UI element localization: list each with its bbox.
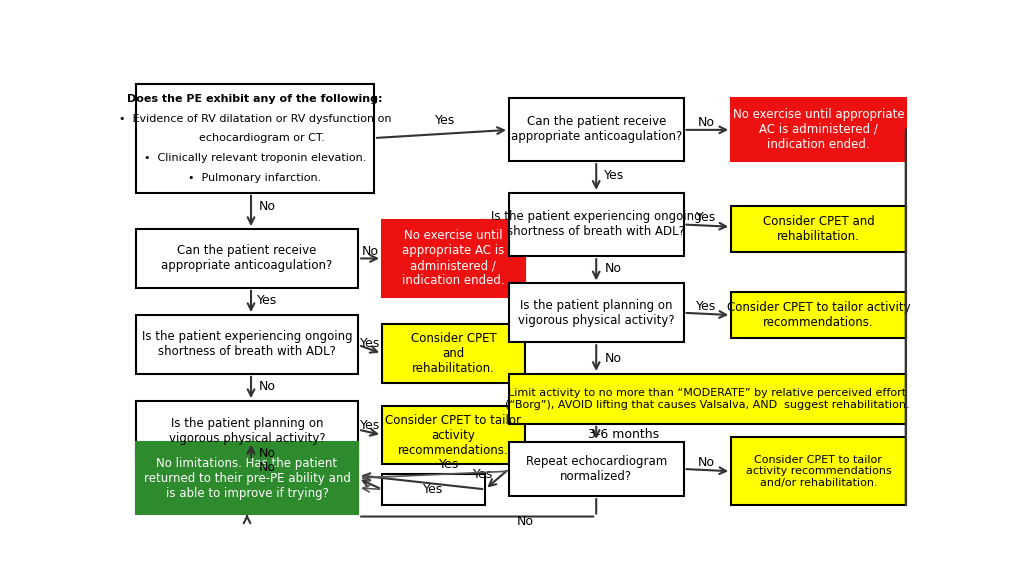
Text: No: No: [516, 514, 534, 527]
Text: Yes: Yes: [473, 468, 494, 481]
FancyBboxPatch shape: [382, 324, 524, 383]
Text: No: No: [258, 461, 275, 474]
FancyBboxPatch shape: [731, 98, 905, 161]
Text: •  Pulmonary infarction.: • Pulmonary infarction.: [188, 173, 322, 183]
Text: Is the patient planning on
vigorous physical activity?: Is the patient planning on vigorous phys…: [518, 299, 675, 327]
Text: Limit activity to no more than “MODERATE” by relative perceived effort
(“Borg”),: Limit activity to no more than “MODERATE…: [505, 388, 909, 410]
Text: No: No: [698, 116, 715, 129]
FancyBboxPatch shape: [136, 442, 358, 514]
Text: Can the patient receive
appropriate anticoagulation?: Can the patient receive appropriate anti…: [511, 115, 682, 143]
Text: No limitations. Has the patient
returned to their pre-PE ability and
is able to : No limitations. Has the patient returned…: [143, 456, 350, 500]
Text: Consider CPET and
rehabilitation.: Consider CPET and rehabilitation.: [763, 215, 874, 243]
Text: No exercise until
appropriate AC is
administered /
indication ended.: No exercise until appropriate AC is admi…: [402, 229, 505, 288]
Text: Consider CPET
and
rehabilitation.: Consider CPET and rehabilitation.: [411, 332, 497, 375]
Text: Yes: Yes: [423, 483, 443, 496]
Text: No: No: [361, 245, 379, 258]
Text: Yes: Yes: [696, 300, 717, 313]
Text: Is the patient planning on
vigorous physical activity?: Is the patient planning on vigorous phys…: [169, 416, 326, 445]
Text: No: No: [258, 200, 275, 213]
Text: Yes: Yes: [696, 211, 717, 224]
Text: Yes: Yes: [359, 336, 380, 350]
FancyBboxPatch shape: [509, 442, 684, 496]
FancyBboxPatch shape: [382, 473, 485, 505]
FancyBboxPatch shape: [136, 401, 358, 460]
Text: •  Evidence of RV dilatation or RV dysfunction on: • Evidence of RV dilatation or RV dysfun…: [119, 113, 391, 123]
Text: Does the PE exhibit any of the following:: Does the PE exhibit any of the following…: [127, 94, 383, 104]
FancyBboxPatch shape: [731, 292, 905, 338]
Text: Yes: Yes: [603, 169, 624, 182]
FancyBboxPatch shape: [731, 437, 905, 505]
Text: Yes: Yes: [435, 114, 456, 127]
Text: Yes: Yes: [439, 458, 460, 471]
Text: No: No: [605, 262, 623, 275]
Text: Can the patient receive
appropriate anticoagulation?: Can the patient receive appropriate anti…: [162, 245, 333, 272]
FancyBboxPatch shape: [136, 84, 374, 193]
FancyBboxPatch shape: [136, 315, 358, 374]
Text: Consider CPET to tailor
activity recommendations
and/or rehabilitation.: Consider CPET to tailor activity recomme…: [745, 455, 891, 488]
Text: 3-6 months: 3-6 months: [589, 427, 659, 440]
FancyBboxPatch shape: [509, 283, 684, 342]
Text: •  Clinically relevant troponin elevation.: • Clinically relevant troponin elevation…: [143, 153, 367, 163]
FancyBboxPatch shape: [382, 220, 524, 297]
Text: Yes: Yes: [257, 294, 278, 307]
Text: No: No: [258, 447, 275, 460]
Text: Consider CPET to tailor
activity
recommendations.: Consider CPET to tailor activity recomme…: [385, 413, 521, 456]
Text: Repeat echocardiogram
normalized?: Repeat echocardiogram normalized?: [525, 455, 667, 483]
Text: echocardiogram or CT.: echocardiogram or CT.: [185, 133, 325, 143]
Text: No: No: [605, 352, 623, 365]
FancyBboxPatch shape: [509, 193, 684, 256]
Text: No exercise until appropriate
AC is administered /
indication ended.: No exercise until appropriate AC is admi…: [732, 108, 904, 151]
FancyBboxPatch shape: [136, 229, 358, 288]
FancyBboxPatch shape: [382, 406, 524, 465]
Text: No: No: [258, 380, 275, 393]
Text: Yes: Yes: [359, 419, 380, 432]
Text: Is the patient experiencing ongoing
shortness of breath with ADL?: Is the patient experiencing ongoing shor…: [490, 211, 701, 239]
Text: No: No: [698, 456, 715, 469]
FancyBboxPatch shape: [509, 98, 684, 161]
FancyBboxPatch shape: [731, 206, 905, 252]
Text: Consider CPET to tailor activity
recommendations.: Consider CPET to tailor activity recomme…: [727, 301, 910, 329]
FancyBboxPatch shape: [509, 374, 905, 424]
Text: Is the patient experiencing ongoing
shortness of breath with ADL?: Is the patient experiencing ongoing shor…: [141, 330, 352, 359]
